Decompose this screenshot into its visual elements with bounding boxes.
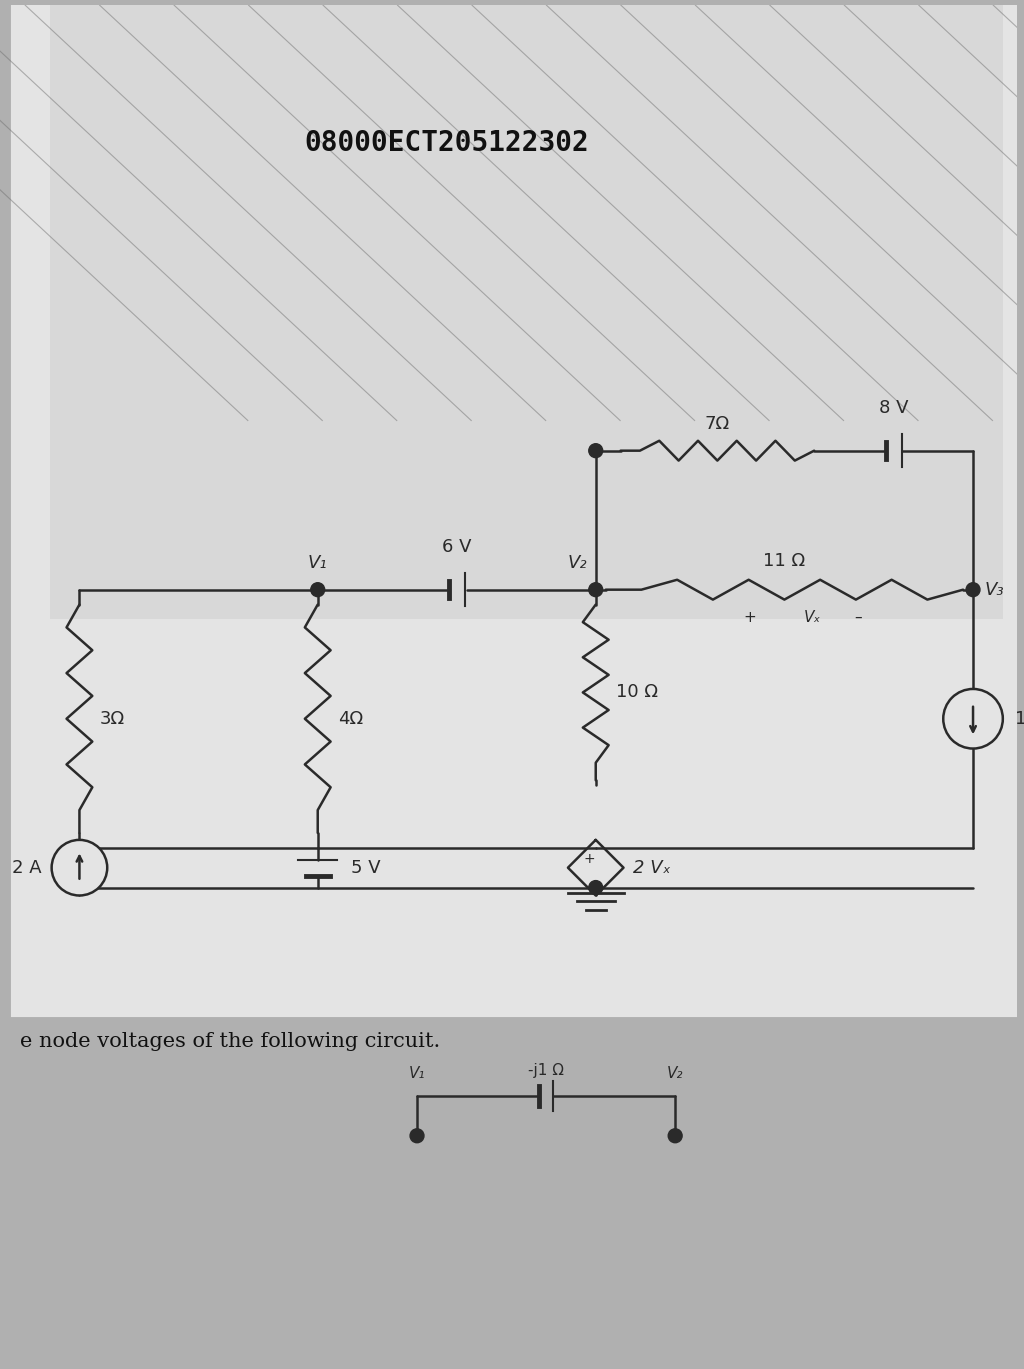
- Circle shape: [589, 444, 603, 457]
- Text: V₁: V₁: [409, 1066, 425, 1082]
- Text: V₁: V₁: [308, 554, 328, 572]
- Circle shape: [51, 841, 108, 895]
- Text: 3Ω: 3Ω: [99, 709, 124, 728]
- Circle shape: [943, 689, 1002, 749]
- Text: 8 V: 8 V: [879, 398, 908, 418]
- Text: 11 Ω: 11 Ω: [763, 552, 806, 570]
- Text: +: +: [584, 852, 596, 865]
- FancyBboxPatch shape: [10, 0, 1023, 1017]
- Text: 5 V: 5 V: [351, 858, 381, 876]
- Text: 2 A: 2 A: [12, 858, 42, 876]
- Circle shape: [410, 1129, 424, 1143]
- Circle shape: [966, 583, 980, 597]
- Text: 10 Ω: 10 Ω: [615, 683, 657, 701]
- Text: Vₓ: Vₓ: [804, 611, 821, 626]
- Circle shape: [310, 583, 325, 597]
- Text: –: –: [854, 611, 861, 626]
- Text: +: +: [743, 611, 756, 626]
- Text: 6 V: 6 V: [442, 538, 471, 556]
- Text: e node voltages of the following circuit.: e node voltages of the following circuit…: [19, 1032, 440, 1051]
- Text: 4Ω: 4Ω: [338, 709, 362, 728]
- Text: 2 Vₓ: 2 Vₓ: [634, 858, 671, 876]
- Text: V₂: V₂: [568, 554, 588, 572]
- Circle shape: [589, 880, 603, 894]
- Text: V₃: V₃: [985, 580, 1005, 598]
- FancyBboxPatch shape: [49, 4, 1002, 619]
- Text: 08000ECT205122302: 08000ECT205122302: [304, 129, 589, 157]
- Text: 1: 1: [1015, 709, 1024, 728]
- Text: -j1 Ω: -j1 Ω: [528, 1064, 564, 1079]
- Text: V₂: V₂: [667, 1066, 683, 1082]
- Circle shape: [669, 1129, 682, 1143]
- Text: 7Ω: 7Ω: [705, 415, 730, 433]
- Circle shape: [589, 583, 603, 597]
